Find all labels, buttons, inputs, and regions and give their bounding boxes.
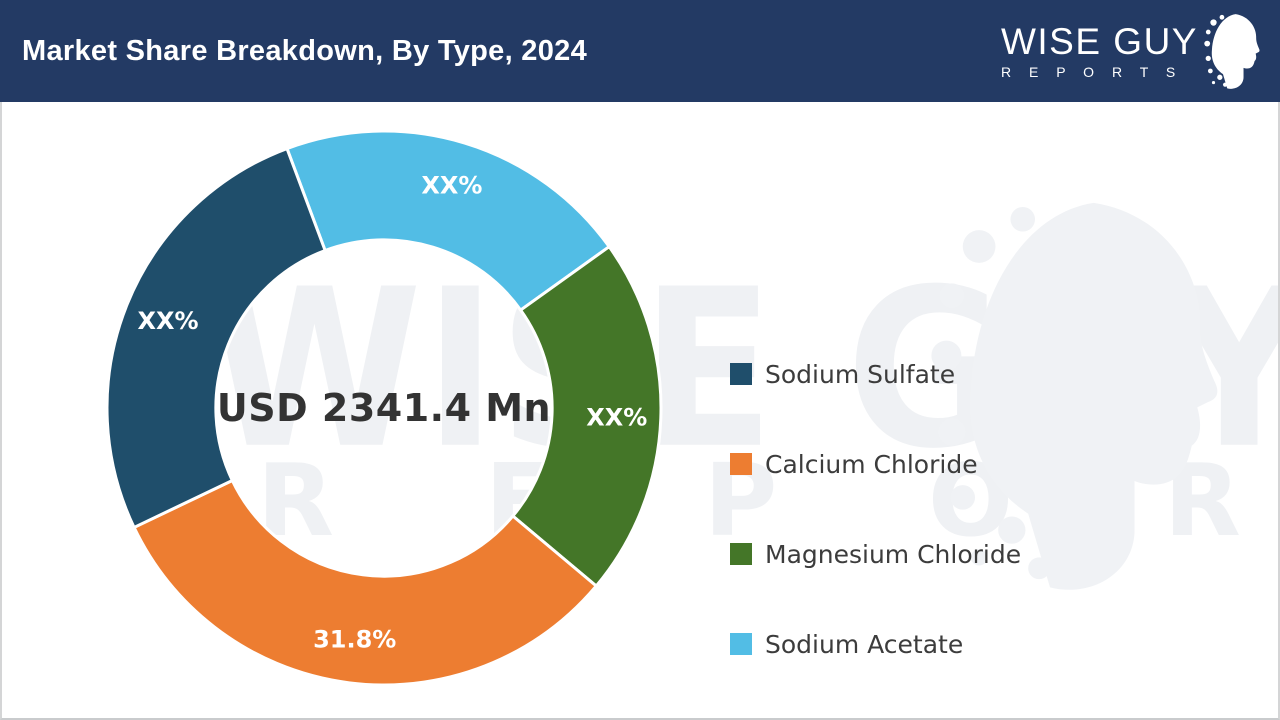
donut-segment-sodium-sulfate (105, 147, 327, 529)
legend-swatch (730, 363, 752, 385)
legend-label: Sodium Sulfate (765, 359, 956, 389)
chart-area: WISE GUY R E P O R T S XX%XX%31.8%XX% US… (0, 102, 1280, 720)
legend-swatch (730, 543, 752, 565)
legend-swatch (730, 453, 752, 475)
legend-item-magnesium-chloride: Magnesium Chloride (730, 538, 1021, 570)
legend-label: Magnesium Chloride (765, 539, 1022, 569)
donut-segment-value: XX% (586, 403, 647, 431)
donut-chart: XX% XX% 31.8% XX% USD 2341.4 Mn (104, 128, 664, 688)
legend-label: Calcium Chloride (765, 449, 978, 479)
donut-segment-magnesium-chloride (511, 245, 663, 588)
legend-item-sodium-sulfate: Sodium Sulfate (730, 358, 1021, 390)
logo-line2: R E P O R T S (1000, 64, 1183, 80)
donut-segment-value: XX% (137, 307, 198, 335)
legend-swatch (730, 633, 752, 655)
legend: Sodium Sulfate Calcium Chloride Magnesium … (730, 358, 1021, 718)
donut-center-value: USD 2341.4 Mn (216, 386, 552, 430)
logo-wordmark: WISE GUY R E P O R T S (1001, 23, 1198, 79)
page-title: Market Share Breakdown, By Type, 2024 (22, 34, 588, 67)
logo-line1: WISE GUY (1000, 21, 1198, 62)
legend-item-sodium-acetate: Sodium Acetate (730, 628, 1021, 660)
donut-segment-sodium-acetate (285, 129, 611, 312)
donut-svg: XX% XX% 31.8% XX% (105, 129, 663, 687)
wise-guy-logo: WISE GUY R E P O R T S (1001, 12, 1262, 91)
logo-head-icon (1204, 12, 1262, 91)
legend-item-calcium-chloride: Calcium Chloride (730, 448, 1021, 480)
header: Market Share Breakdown, By Type, 2024 WI… (0, 0, 1280, 102)
donut-segment-value: XX% (421, 172, 482, 200)
legend-label: Sodium Acetate (765, 629, 964, 659)
donut-segment-value: 31.8% (313, 626, 396, 654)
donut-segment-calcium-chloride (132, 478, 598, 687)
